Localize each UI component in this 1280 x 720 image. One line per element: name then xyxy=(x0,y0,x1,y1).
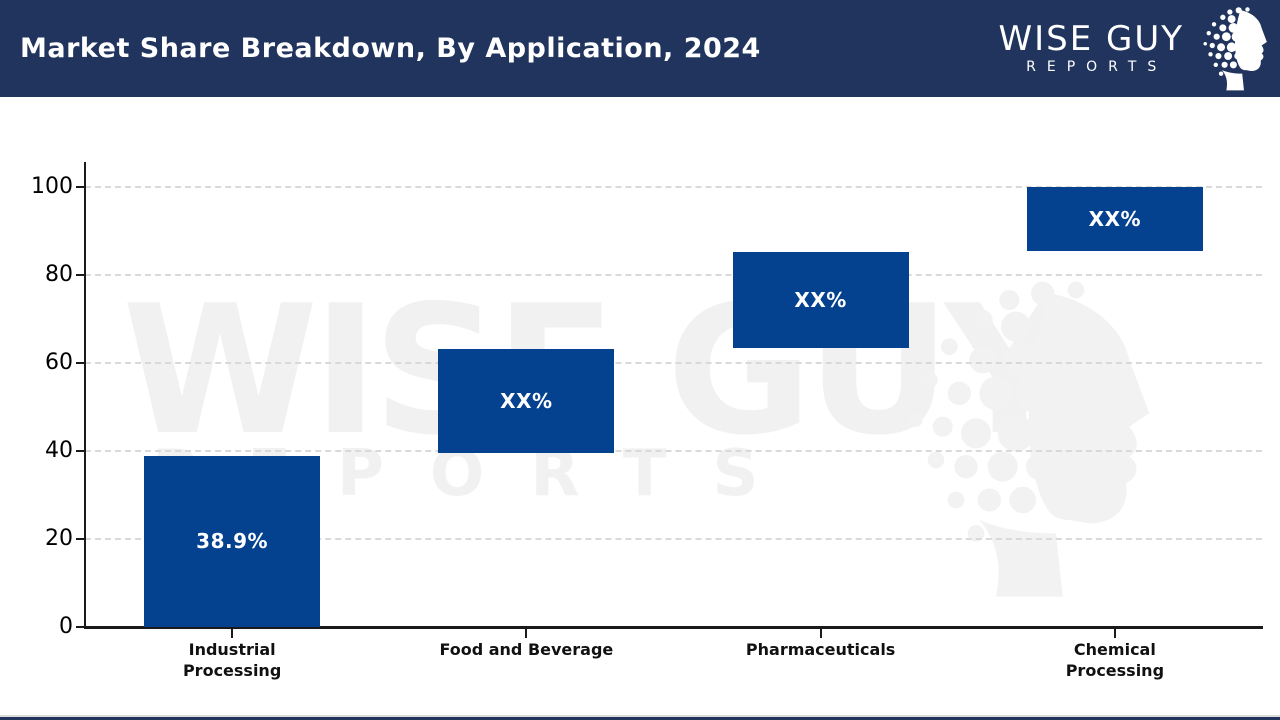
y-tick xyxy=(76,450,85,452)
x-tick xyxy=(231,629,234,638)
bar-value-label: XX% xyxy=(1088,206,1142,231)
gridline xyxy=(85,538,1262,540)
y-tick xyxy=(76,626,85,628)
header: Market Share Breakdown, By Application, … xyxy=(0,0,1280,97)
gridline xyxy=(85,450,1262,452)
x-axis-category-label: Pharmaceuticals xyxy=(745,640,896,659)
bar-value-label: XX% xyxy=(500,389,553,414)
bar: XX% xyxy=(1026,187,1203,251)
x-tick xyxy=(819,629,822,638)
gridline xyxy=(85,186,1262,188)
x-axis-category-label: Industrial Processing xyxy=(182,640,282,680)
y-tick-label: 100 xyxy=(31,174,73,199)
y-tick-label: 0 xyxy=(59,614,73,639)
logo-text-reports: REPORTS xyxy=(1026,59,1168,75)
footer-strip xyxy=(0,715,1280,720)
x-tick xyxy=(1113,629,1116,638)
y-tick-label: 80 xyxy=(45,262,73,287)
bar-value-label: 38.9% xyxy=(196,529,269,554)
x-axis-category-label: Food and Beverage xyxy=(439,640,614,659)
gridline xyxy=(85,274,1262,276)
logo-text-wiseguy: WISE GUY xyxy=(998,19,1184,59)
bar: XX% xyxy=(438,348,615,454)
gridline xyxy=(85,362,1262,364)
bar: XX% xyxy=(732,252,909,349)
y-axis-line xyxy=(84,162,86,629)
x-axis-category-label: Chemical Processing xyxy=(1065,640,1165,680)
logo-wordmark: WISE GUY REPORTS xyxy=(998,22,1184,75)
bar-value-label: XX% xyxy=(794,288,847,313)
y-tick xyxy=(76,274,85,276)
y-tick-label: 40 xyxy=(45,438,73,463)
y-tick-label: 60 xyxy=(45,350,73,375)
y-tick-label: 20 xyxy=(45,526,73,551)
y-tick xyxy=(76,186,85,188)
wiseguy-logo: WISE GUY REPORTS xyxy=(998,5,1280,93)
y-tick xyxy=(76,538,85,540)
x-axis-line xyxy=(84,626,1263,629)
bar: 38.9% xyxy=(144,455,321,627)
chart-title: Market Share Breakdown, By Application, … xyxy=(20,33,761,64)
y-tick xyxy=(76,362,85,364)
x-tick xyxy=(525,629,528,638)
